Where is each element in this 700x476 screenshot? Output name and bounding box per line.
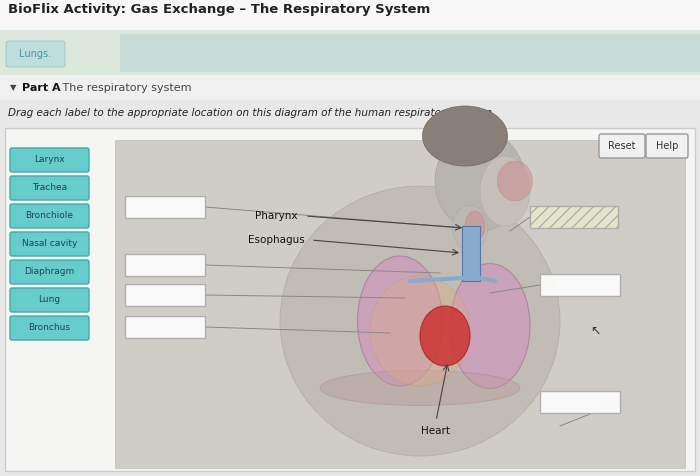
Ellipse shape [498,161,533,201]
FancyBboxPatch shape [10,288,89,312]
Text: Part A: Part A [22,83,61,93]
Text: ▼: ▼ [10,83,17,92]
FancyBboxPatch shape [0,0,700,30]
Ellipse shape [420,306,470,366]
FancyBboxPatch shape [125,284,205,306]
FancyBboxPatch shape [530,206,618,228]
FancyBboxPatch shape [599,134,645,158]
FancyBboxPatch shape [125,254,205,276]
Text: Larynx: Larynx [34,156,65,165]
Ellipse shape [450,264,530,388]
FancyBboxPatch shape [120,34,700,72]
Ellipse shape [452,206,487,250]
FancyBboxPatch shape [10,260,89,284]
FancyBboxPatch shape [646,134,688,158]
FancyBboxPatch shape [0,30,700,75]
Text: Bronchiole: Bronchiole [25,211,74,220]
Text: Trachea: Trachea [32,184,67,192]
FancyBboxPatch shape [540,274,620,296]
FancyBboxPatch shape [6,41,65,67]
FancyBboxPatch shape [0,75,700,100]
Text: Reset: Reset [608,141,636,151]
FancyBboxPatch shape [462,226,480,281]
FancyBboxPatch shape [540,391,620,413]
Ellipse shape [423,106,508,166]
FancyBboxPatch shape [10,204,89,228]
FancyBboxPatch shape [5,128,695,471]
Ellipse shape [465,211,485,241]
Text: - The respiratory system: - The respiratory system [55,83,192,93]
FancyBboxPatch shape [125,316,205,338]
Ellipse shape [358,256,442,386]
Text: Esophagus: Esophagus [248,235,304,245]
Text: Heart: Heart [421,426,451,436]
Text: Lung: Lung [38,296,61,305]
Text: Nasal cavity: Nasal cavity [22,239,77,248]
Text: Drag each label to the appropriate location on this diagram of the human respira: Drag each label to the appropriate locat… [8,108,496,118]
Text: Lungs.: Lungs. [19,49,51,59]
FancyBboxPatch shape [10,316,89,340]
FancyBboxPatch shape [125,196,205,218]
Text: BioFlix Activity: Gas Exchange – The Respiratory System: BioFlix Activity: Gas Exchange – The Res… [8,3,430,17]
Text: Bronchus: Bronchus [29,324,71,333]
Text: Diaphragm: Diaphragm [25,268,75,277]
Ellipse shape [435,131,525,231]
Ellipse shape [370,276,470,386]
Text: ↖: ↖ [590,325,601,337]
FancyBboxPatch shape [10,232,89,256]
Text: Help: Help [656,141,678,151]
FancyBboxPatch shape [10,148,89,172]
Text: Pharynx: Pharynx [255,211,298,221]
FancyBboxPatch shape [10,176,89,200]
Ellipse shape [280,186,560,456]
Ellipse shape [480,156,530,226]
FancyBboxPatch shape [115,140,685,468]
Ellipse shape [320,370,520,406]
